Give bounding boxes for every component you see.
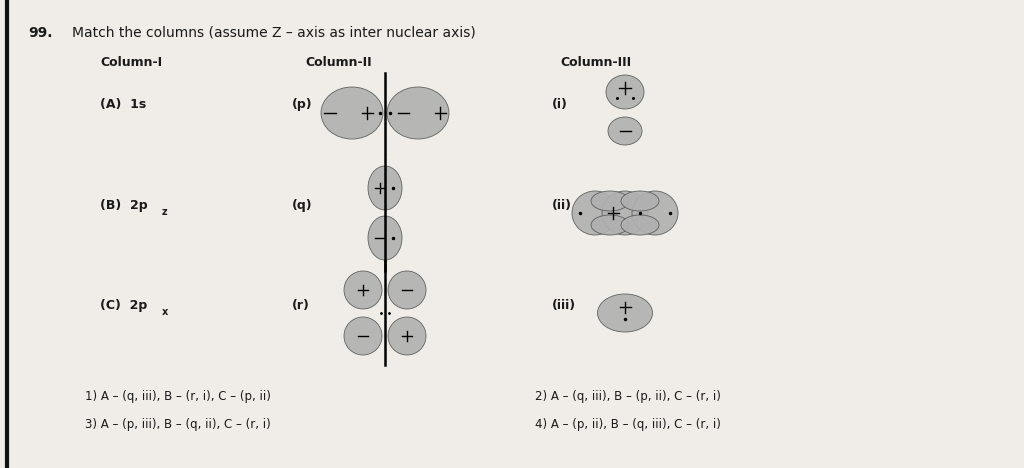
Text: 3) A – (p, iii), B – (q, ii), C – (r, i): 3) A – (p, iii), B – (q, ii), C – (r, i) (85, 418, 270, 431)
Ellipse shape (388, 271, 426, 309)
Text: (iii): (iii) (552, 299, 577, 312)
Ellipse shape (368, 166, 402, 210)
Text: Column-III: Column-III (560, 56, 631, 69)
Text: (r): (r) (292, 299, 310, 312)
Text: (p): (p) (292, 98, 312, 111)
Ellipse shape (606, 75, 644, 109)
Text: Column-I: Column-I (100, 56, 162, 69)
Ellipse shape (597, 294, 652, 332)
Text: Match the columns (assume Z – axis as inter nuclear axis): Match the columns (assume Z – axis as in… (72, 26, 476, 40)
Ellipse shape (591, 215, 629, 235)
Text: (B)  2p: (B) 2p (100, 198, 147, 212)
Ellipse shape (632, 191, 678, 235)
Text: (C)  2p: (C) 2p (100, 299, 147, 312)
Ellipse shape (368, 216, 402, 260)
Ellipse shape (591, 191, 629, 211)
Ellipse shape (572, 191, 618, 235)
Text: (A)  1s: (A) 1s (100, 98, 146, 111)
Ellipse shape (608, 117, 642, 145)
Text: 99.: 99. (28, 26, 52, 40)
Ellipse shape (344, 271, 382, 309)
Text: z: z (162, 207, 168, 217)
Text: (q): (q) (292, 198, 312, 212)
Ellipse shape (387, 87, 449, 139)
Text: 4) A – (p, ii), B – (q, iii), C – (r, i): 4) A – (p, ii), B – (q, iii), C – (r, i) (535, 418, 721, 431)
Text: (i): (i) (552, 98, 568, 111)
Ellipse shape (621, 215, 659, 235)
Ellipse shape (344, 317, 382, 355)
Ellipse shape (621, 191, 659, 211)
Text: 1) A – (q, iii), B – (r, i), C – (p, ii): 1) A – (q, iii), B – (r, i), C – (p, ii) (85, 390, 271, 403)
Text: 2) A – (q, iii), B – (p, ii), C – (r, i): 2) A – (q, iii), B – (p, ii), C – (r, i) (535, 390, 721, 403)
Ellipse shape (388, 317, 426, 355)
Text: Column-II: Column-II (305, 56, 372, 69)
Ellipse shape (321, 87, 383, 139)
Text: x: x (162, 307, 168, 317)
Text: (ii): (ii) (552, 198, 572, 212)
Ellipse shape (602, 191, 648, 235)
